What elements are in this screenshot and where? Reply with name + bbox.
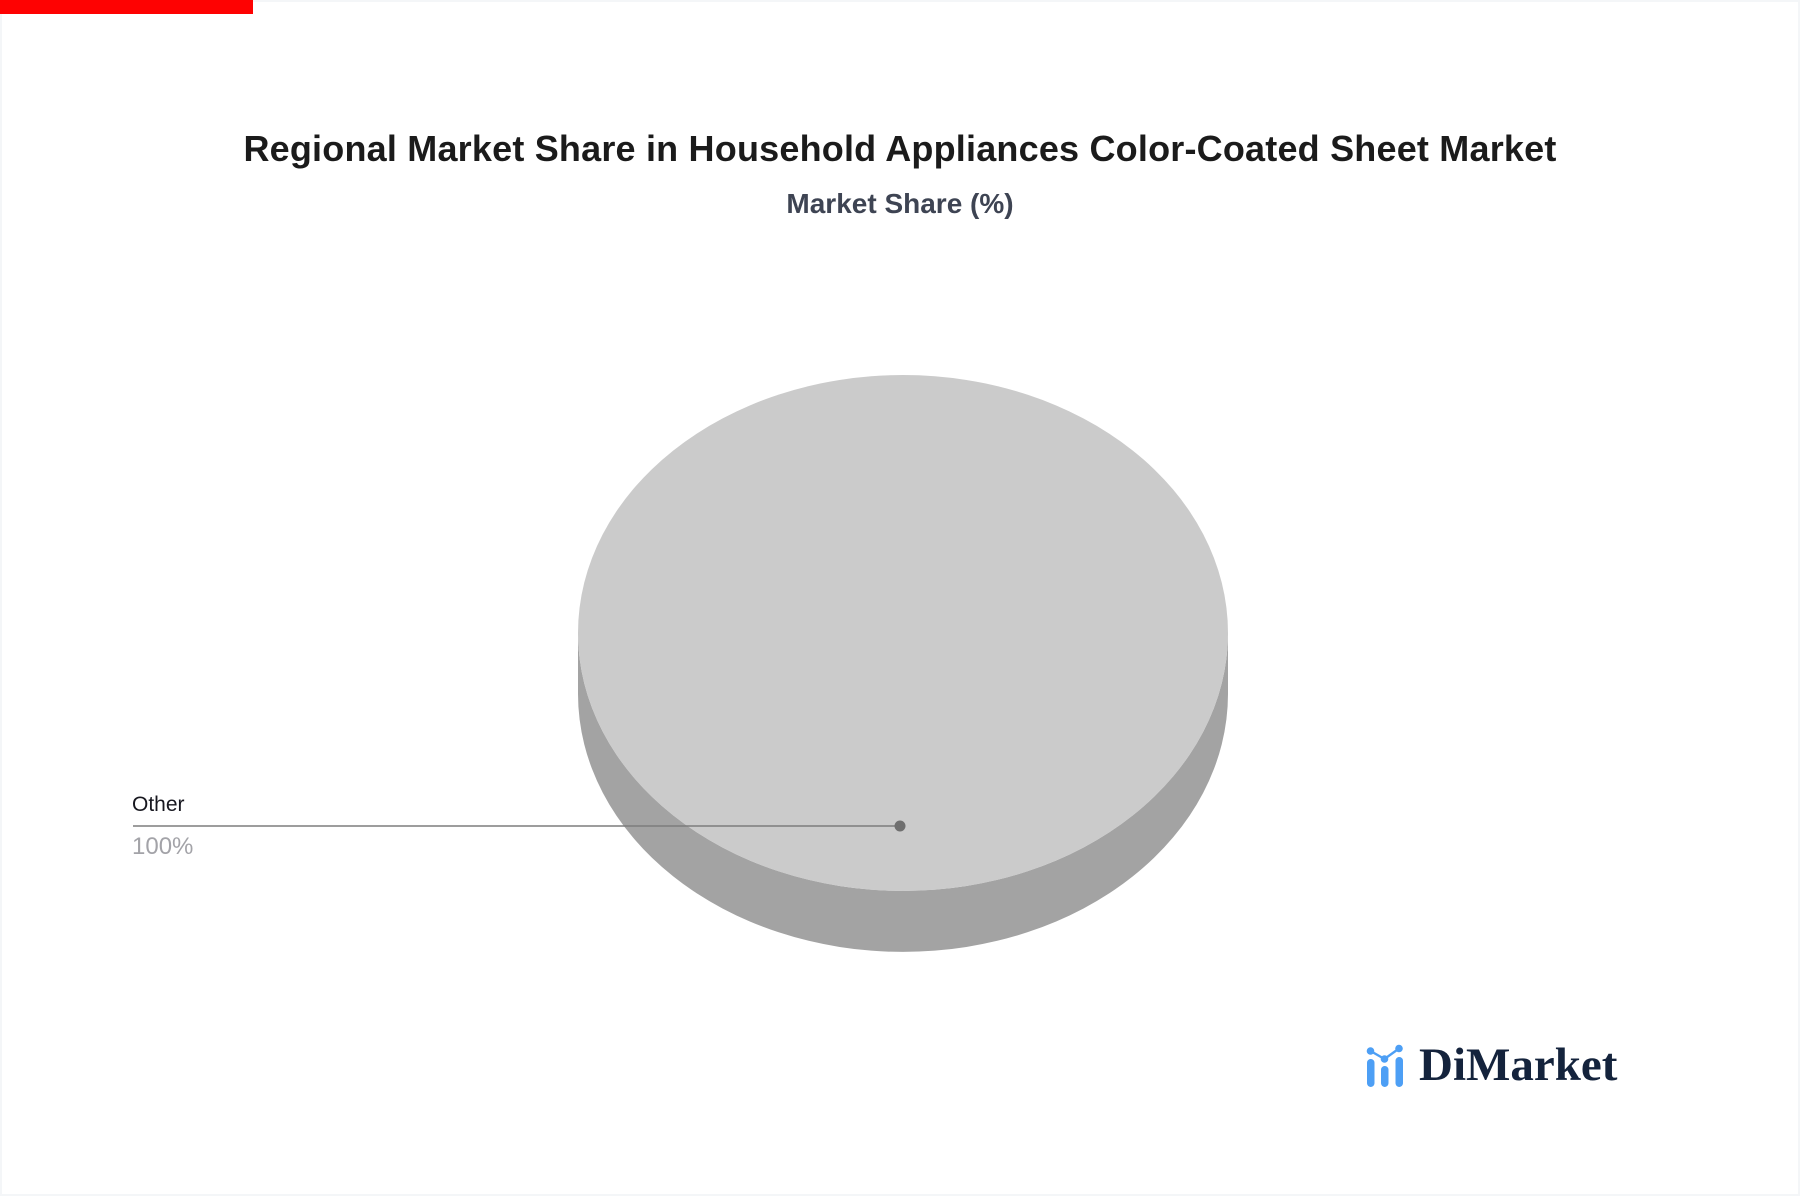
chart-subtitle: Market Share (%) [786, 188, 1014, 219]
slice-label-name: Other [132, 793, 185, 816]
top-left-red-bar [0, 0, 253, 14]
slice-label-value: 100% [132, 833, 194, 860]
bar-chart-icon [1366, 1044, 1403, 1087]
pie-slice-side [578, 633, 1228, 952]
label-anchor-dot [894, 820, 906, 832]
chart-title: Regional Market Share in Household Appli… [243, 128, 1557, 169]
pie-slice-top[interactable] [578, 375, 1228, 891]
logo-text: DiMarket [1419, 1039, 1618, 1091]
dimarket-logo: DiMarket [1364, 1038, 1617, 1092]
